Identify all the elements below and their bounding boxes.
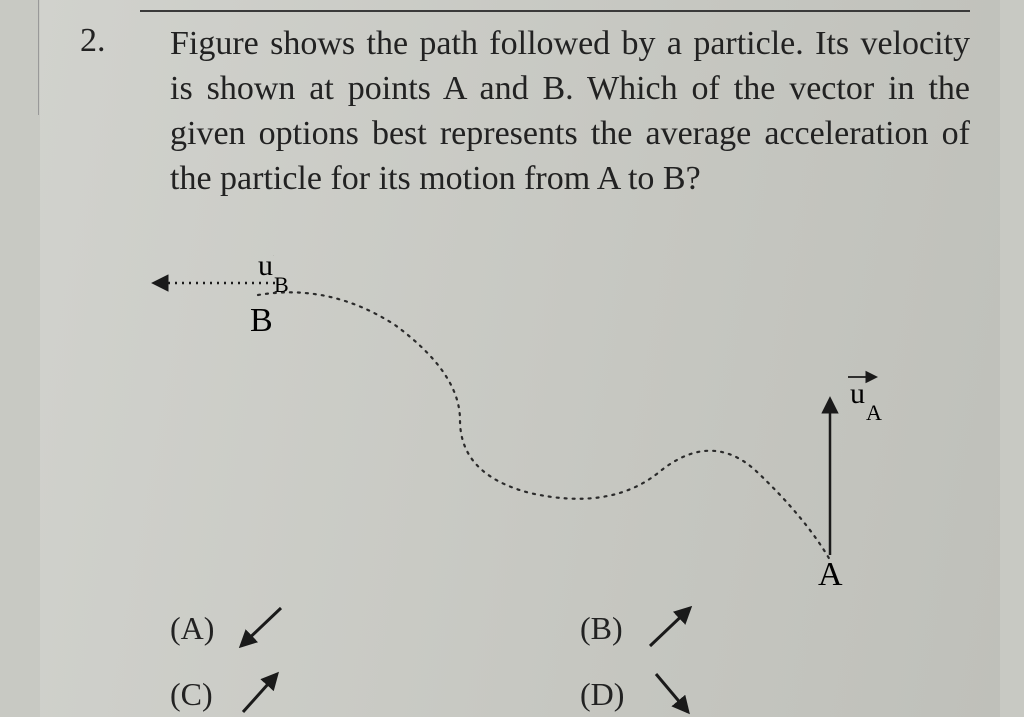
top-rule — [140, 10, 970, 12]
options-row-2: (C) (D) — [170, 666, 970, 717]
page: 2. Figure shows the path followed by a p… — [40, 0, 1000, 717]
left-margin-rule — [38, 0, 39, 115]
options-row-1: (A) (B) — [170, 600, 970, 656]
option-B-arrow-icon — [635, 600, 705, 656]
point-B-label: B — [250, 302, 273, 339]
option-D-arrow-icon — [636, 666, 706, 717]
point-A-label: A — [818, 556, 843, 585]
figure-diagram: uB B uA A — [150, 255, 940, 585]
option-C-label: (C) — [170, 676, 213, 713]
option-D: (D) — [580, 666, 960, 717]
option-A-label: (A) — [170, 610, 214, 647]
option-B-label: (B) — [580, 610, 623, 647]
question-number: 2. — [80, 22, 106, 60]
question-text: Figure shows the path followed by a part… — [170, 22, 970, 202]
particle-path — [258, 292, 830, 560]
option-C-arrow-icon — [225, 666, 295, 717]
option-B: (B) — [580, 600, 960, 656]
uA-label: uA — [850, 377, 882, 425]
option-A-arrow-icon — [226, 600, 296, 656]
uB-label: uB — [258, 255, 289, 297]
options-block: (A) (B) — [170, 600, 970, 717]
option-A: (A) — [170, 600, 550, 656]
option-C: (C) — [170, 666, 550, 717]
option-D-label: (D) — [580, 676, 624, 713]
